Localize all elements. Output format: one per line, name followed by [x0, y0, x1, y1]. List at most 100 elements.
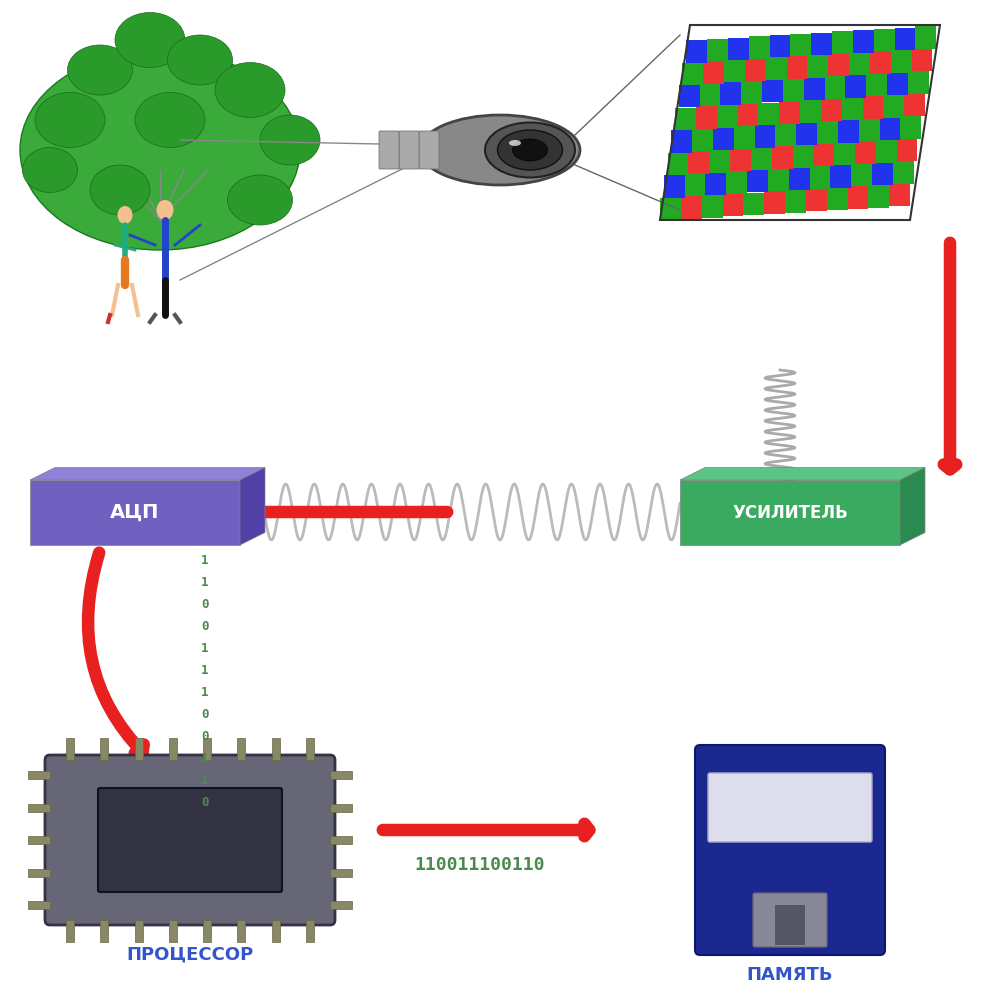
- Polygon shape: [887, 73, 908, 95]
- Ellipse shape: [420, 115, 580, 185]
- Ellipse shape: [115, 12, 185, 68]
- Polygon shape: [811, 33, 832, 55]
- Text: 1: 1: [201, 642, 209, 654]
- Polygon shape: [804, 78, 825, 100]
- Polygon shape: [668, 152, 688, 175]
- Polygon shape: [828, 54, 849, 76]
- Polygon shape: [904, 94, 925, 116]
- Polygon shape: [685, 174, 705, 196]
- Polygon shape: [747, 170, 768, 192]
- Polygon shape: [807, 55, 828, 78]
- Ellipse shape: [485, 122, 575, 178]
- Text: 110011100110: 110011100110: [415, 856, 545, 874]
- Polygon shape: [680, 468, 925, 480]
- Polygon shape: [876, 140, 897, 162]
- Text: АЦП: АЦП: [110, 503, 160, 522]
- Polygon shape: [859, 119, 880, 141]
- Polygon shape: [868, 185, 889, 208]
- Polygon shape: [664, 175, 685, 198]
- Text: 1: 1: [201, 664, 209, 676]
- Polygon shape: [796, 123, 817, 145]
- Polygon shape: [897, 139, 917, 161]
- Bar: [272, 738, 280, 760]
- Polygon shape: [717, 105, 738, 127]
- Bar: [237, 920, 245, 942]
- Bar: [28, 771, 50, 779]
- Polygon shape: [741, 81, 762, 104]
- Polygon shape: [240, 468, 265, 545]
- FancyBboxPatch shape: [399, 131, 419, 169]
- Ellipse shape: [135, 92, 205, 147]
- FancyBboxPatch shape: [695, 745, 885, 955]
- Polygon shape: [889, 184, 910, 206]
- Polygon shape: [671, 130, 692, 152]
- Bar: [28, 901, 50, 909]
- Polygon shape: [768, 169, 789, 191]
- Polygon shape: [705, 172, 726, 195]
- Polygon shape: [720, 82, 741, 105]
- Polygon shape: [751, 147, 772, 170]
- Polygon shape: [874, 29, 895, 51]
- Polygon shape: [883, 95, 904, 118]
- Bar: [775, 905, 805, 945]
- Polygon shape: [707, 39, 728, 61]
- Polygon shape: [872, 162, 893, 185]
- Polygon shape: [775, 124, 796, 146]
- Polygon shape: [908, 71, 929, 94]
- FancyBboxPatch shape: [98, 788, 282, 892]
- Bar: [272, 920, 280, 942]
- Bar: [28, 868, 50, 876]
- Polygon shape: [755, 125, 775, 147]
- Polygon shape: [772, 146, 792, 169]
- Polygon shape: [895, 27, 915, 50]
- Polygon shape: [800, 100, 821, 123]
- Ellipse shape: [156, 200, 174, 220]
- Polygon shape: [679, 85, 700, 107]
- Ellipse shape: [20, 50, 300, 250]
- Bar: [135, 920, 143, 942]
- Polygon shape: [703, 61, 724, 84]
- Polygon shape: [838, 120, 859, 143]
- Polygon shape: [806, 189, 827, 211]
- Polygon shape: [734, 126, 755, 149]
- Text: 0: 0: [201, 795, 209, 808]
- Polygon shape: [702, 195, 722, 218]
- Bar: [66, 920, 74, 942]
- Bar: [237, 738, 245, 760]
- Ellipse shape: [118, 206, 132, 224]
- Polygon shape: [845, 75, 866, 98]
- Text: 1: 1: [201, 553, 209, 566]
- Polygon shape: [709, 150, 730, 172]
- Polygon shape: [700, 84, 720, 106]
- Polygon shape: [813, 144, 834, 166]
- FancyBboxPatch shape: [419, 131, 439, 169]
- Polygon shape: [810, 166, 830, 189]
- Text: ПРОЦЕССОР: ПРОЦЕССОР: [126, 946, 254, 964]
- Bar: [100, 920, 108, 942]
- Bar: [330, 804, 352, 812]
- Polygon shape: [728, 37, 749, 60]
- Ellipse shape: [228, 175, 292, 225]
- Polygon shape: [891, 50, 912, 73]
- Text: 1: 1: [201, 752, 209, 764]
- Polygon shape: [745, 59, 766, 81]
- Bar: [330, 836, 352, 844]
- Text: 1: 1: [201, 774, 209, 786]
- Polygon shape: [779, 101, 800, 124]
- Polygon shape: [764, 191, 785, 214]
- Polygon shape: [900, 468, 925, 545]
- Polygon shape: [726, 171, 747, 194]
- Polygon shape: [680, 480, 900, 545]
- Polygon shape: [855, 141, 876, 164]
- Bar: [330, 901, 352, 909]
- FancyBboxPatch shape: [708, 773, 872, 842]
- Polygon shape: [900, 116, 921, 139]
- Polygon shape: [830, 165, 851, 188]
- Polygon shape: [827, 188, 848, 210]
- Bar: [306, 738, 314, 760]
- FancyBboxPatch shape: [45, 755, 335, 925]
- Ellipse shape: [260, 115, 320, 165]
- Polygon shape: [758, 103, 779, 125]
- FancyBboxPatch shape: [379, 131, 399, 169]
- Polygon shape: [30, 480, 240, 545]
